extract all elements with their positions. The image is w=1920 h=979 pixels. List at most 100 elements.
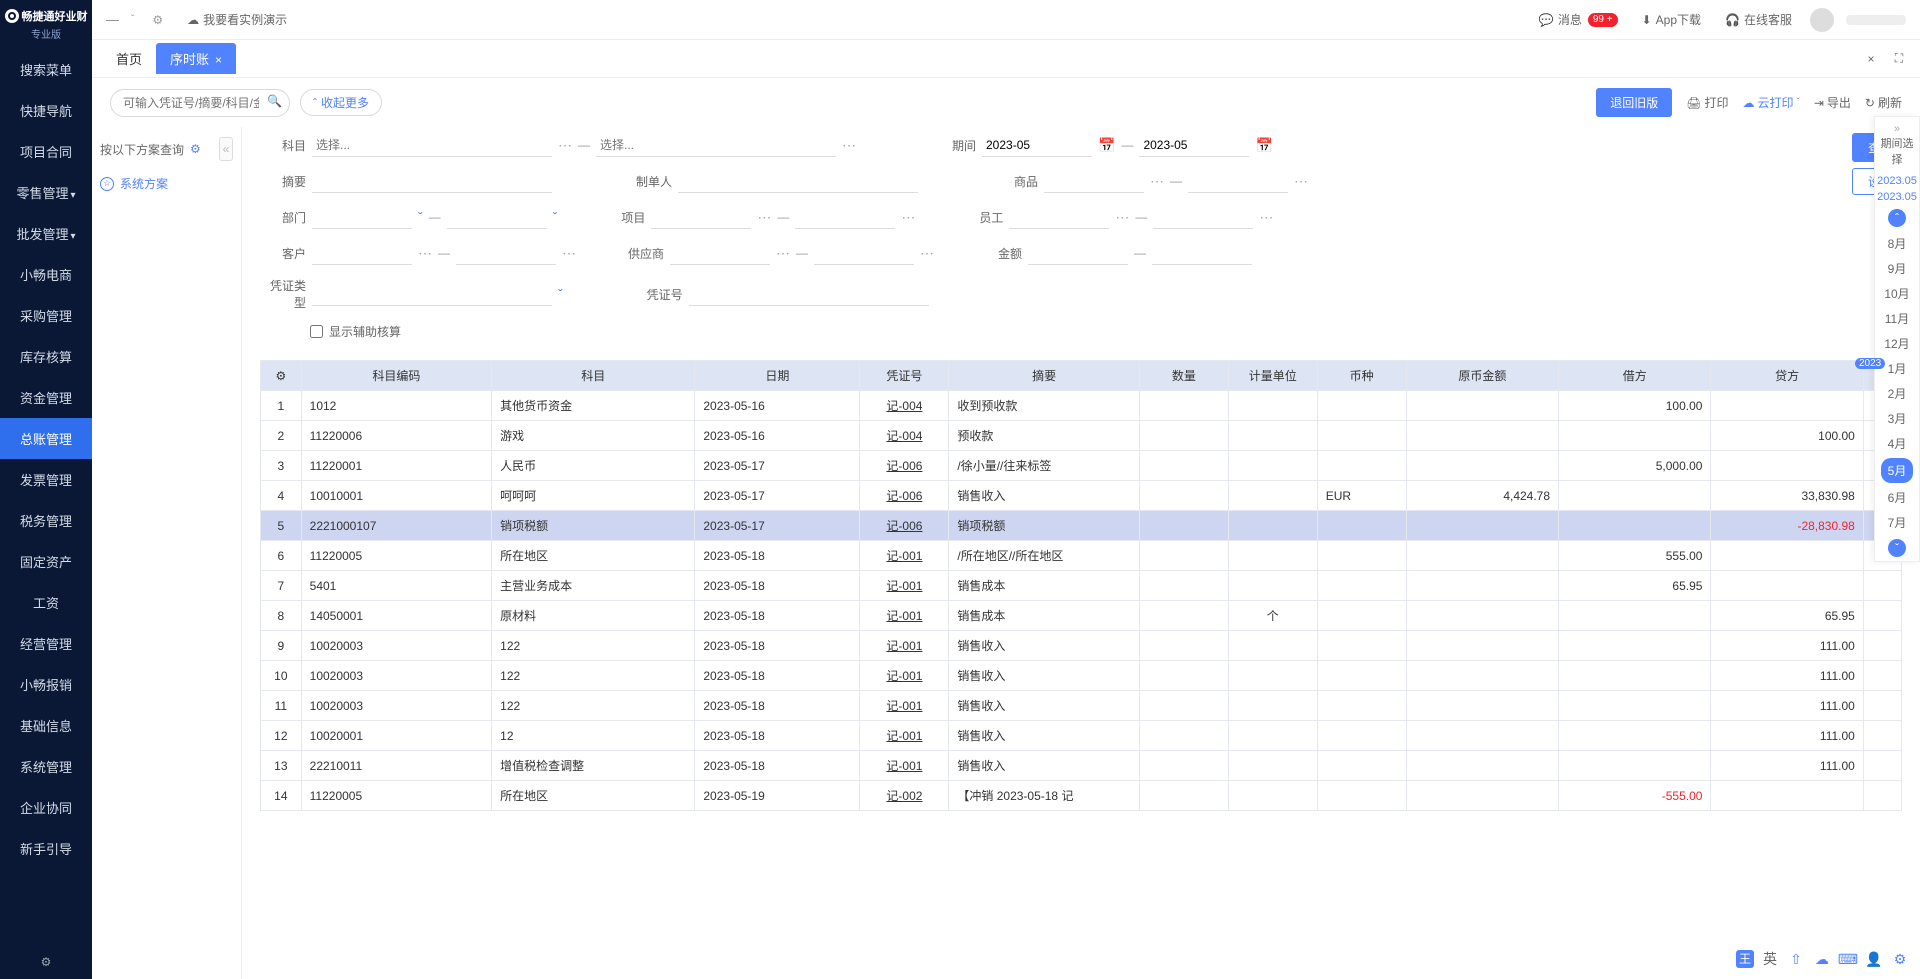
sidebar-item[interactable]: 经营管理 (0, 623, 92, 664)
voucher-link[interactable]: 记-001 (886, 639, 922, 653)
sidebar-item[interactable]: 库存核算 (0, 336, 92, 377)
sidebar-item[interactable]: 零售管理▾ (0, 172, 92, 213)
voucher-link[interactable]: 记-006 (886, 459, 922, 473)
product-to-input[interactable] (1188, 169, 1288, 193)
employee-to-input[interactable] (1153, 205, 1253, 229)
voucher-link[interactable]: 记-001 (886, 729, 922, 743)
dock-lang-icon[interactable]: 英 (1760, 949, 1780, 969)
more-icon[interactable]: ⋯ (558, 137, 572, 154)
period-month[interactable]: 20231月 (1875, 356, 1919, 381)
aux-checkbox-input[interactable] (310, 325, 323, 338)
period-month[interactable]: 4月 (1875, 431, 1919, 456)
export-link[interactable]: ⇥导出 (1814, 94, 1851, 111)
project-to-input[interactable] (795, 205, 895, 229)
more-icon[interactable]: ⋯ (1150, 173, 1164, 190)
tab-close-all[interactable]: × (1860, 48, 1882, 70)
project-from-input[interactable] (651, 205, 751, 229)
table-row[interactable]: 211220006游戏2023-05-16记-004预收款100.00 (261, 421, 1902, 451)
table-row[interactable]: 11012其他货币资金2023-05-16记-004收到预收款100.00 (261, 391, 1902, 421)
period-month[interactable]: 6月 (1875, 485, 1919, 510)
voucher-link[interactable]: 记-001 (886, 669, 922, 683)
period-month[interactable]: 11月 (1875, 306, 1919, 331)
voucher-link[interactable]: 记-001 (886, 699, 922, 713)
org-chevron-icon[interactable]: ˇ (131, 14, 134, 25)
sidebar-item[interactable]: 搜索菜单 (0, 49, 92, 90)
voucher-link[interactable]: 记-002 (886, 789, 922, 803)
sidebar-item[interactable]: 快捷导航 (0, 90, 92, 131)
more-icon[interactable]: ⋯ (1115, 209, 1129, 226)
print-link[interactable]: 🖨打印 (1686, 94, 1728, 111)
more-icon[interactable]: ⋯ (562, 245, 576, 262)
tab-expand[interactable]: ⛶ (1888, 48, 1910, 70)
dock-gear-icon[interactable]: ⚙ (1890, 949, 1910, 969)
dock-user-icon[interactable]: 👤 (1864, 949, 1884, 969)
voucher-link[interactable]: 记-001 (886, 759, 922, 773)
table-row[interactable]: 11100200031222023-05-18记-001销售收入111.00 (261, 691, 1902, 721)
avatar[interactable] (1810, 8, 1834, 32)
more-icon[interactable]: ⋯ (920, 245, 934, 262)
sidebar-item[interactable]: 项目合同 (0, 131, 92, 172)
chevron-down-icon[interactable]: ˇ (553, 209, 558, 225)
amount-from-input[interactable] (1028, 241, 1128, 265)
summary-input[interactable] (312, 169, 552, 193)
supplier-from-input[interactable] (670, 241, 770, 265)
voucher-no-input[interactable] (689, 282, 929, 306)
topbar-settings-icon[interactable]: ⚙ (146, 13, 169, 27)
search-icon[interactable]: 🔍 (267, 94, 282, 108)
sidebar-item[interactable]: 税务管理 (0, 500, 92, 541)
chevron-down-icon[interactable]: ˇ (418, 209, 423, 225)
collapse-more-button[interactable]: ˆ 收起更多 (300, 89, 382, 116)
sidebar-settings[interactable]: ⚙ (0, 945, 92, 979)
table-row[interactable]: 311220001人民币2023-05-17记-006/徐小量//往来标签5,0… (261, 451, 1902, 481)
app-download-link[interactable]: ⬇ App下载 (1636, 11, 1707, 28)
sidebar-item[interactable]: 企业协同 (0, 787, 92, 828)
sidebar-item[interactable]: 发票管理 (0, 459, 92, 500)
table-row[interactable]: 10100200031222023-05-18记-001销售收入111.00 (261, 661, 1902, 691)
sidebar-item[interactable]: 小畅电商 (0, 254, 92, 295)
period-month[interactable]: 12月 (1875, 331, 1919, 356)
cloud-print-link[interactable]: ☁云打印ˇ (1742, 94, 1799, 111)
demo-link[interactable]: ☁ 我要看实例演示 (181, 11, 293, 28)
period-down[interactable]: ˇ (1888, 539, 1906, 557)
scheme-collapse-icon[interactable]: « (219, 137, 233, 161)
dock-cloud-icon[interactable]: ☁ (1812, 949, 1832, 969)
more-icon[interactable]: ⋯ (757, 209, 771, 226)
sidebar-item[interactable]: 固定资产 (0, 541, 92, 582)
table-row[interactable]: 1411220005所在地区2023-05-19记-002【冲销 2023-05… (261, 781, 1902, 811)
period-month[interactable]: 10月 (1875, 281, 1919, 306)
period-month[interactable]: 2月 (1875, 381, 1919, 406)
voucher-link[interactable]: 记-006 (886, 519, 922, 533)
support-link[interactable]: 🎧 在线客服 (1719, 11, 1798, 28)
scheme-item-system[interactable]: ☆ 系统方案 (100, 171, 233, 196)
search-input[interactable] (110, 89, 290, 117)
calendar-icon[interactable]: 📅 (1255, 137, 1272, 154)
expand-icon[interactable]: » (1894, 123, 1900, 135)
sidebar-item[interactable]: 总账管理 (0, 418, 92, 459)
voucher-link[interactable]: 记-006 (886, 489, 922, 503)
more-icon[interactable]: ⋯ (1294, 173, 1308, 190)
refresh-link[interactable]: ↻刷新 (1865, 94, 1902, 111)
tab-ledger[interactable]: 序时账× (156, 43, 236, 74)
table-row[interactable]: 814050001原材料2023-05-18记-001销售成本个65.95 (261, 601, 1902, 631)
more-icon[interactable]: ⋯ (901, 209, 915, 226)
table-row[interactable]: 52221000107销项税额2023-05-17记-006销项税额-28,83… (261, 511, 1902, 541)
period-month[interactable]: 5月 (1881, 458, 1913, 483)
table-row[interactable]: 410010001呵呵呵2023-05-17记-006销售收入EUR4,424.… (261, 481, 1902, 511)
old-version-button[interactable]: 退回旧版 (1596, 88, 1672, 117)
employee-from-input[interactable] (1009, 205, 1109, 229)
sidebar-item[interactable]: 系统管理 (0, 746, 92, 787)
period-up[interactable]: ˆ (1888, 209, 1906, 227)
voucher-link[interactable]: 记-004 (886, 399, 922, 413)
messages-link[interactable]: 💬 消息 99 + (1533, 11, 1624, 28)
table-row[interactable]: 75401主营业务成本2023-05-18记-001销售成本65.95 (261, 571, 1902, 601)
more-icon[interactable]: ⋯ (842, 137, 856, 154)
department-to-input[interactable] (447, 205, 547, 229)
table-row[interactable]: 611220005所在地区2023-05-18记-001/所在地区//所在地区5… (261, 541, 1902, 571)
scheme-gear-icon[interactable]: ⚙ (190, 142, 201, 156)
department-from-input[interactable] (312, 205, 412, 229)
table-row[interactable]: 1322210011增值税检查调整2023-05-18记-001销售收入111.… (261, 751, 1902, 781)
period-month[interactable]: 7月 (1875, 510, 1919, 535)
period-from-input[interactable] (982, 133, 1092, 157)
dock-keyboard-icon[interactable]: ⌨ (1838, 949, 1858, 969)
supplier-to-input[interactable] (814, 241, 914, 265)
